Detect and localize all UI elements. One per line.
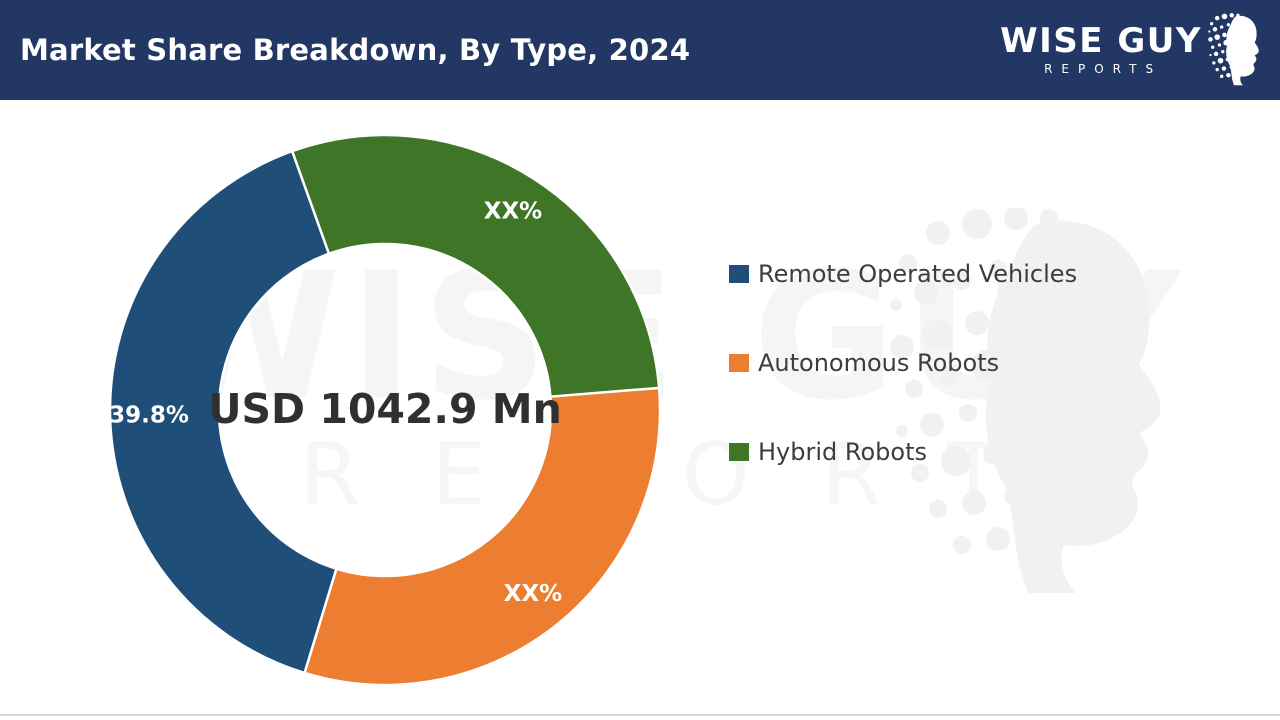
logo-subtitle-text: REPORTS	[1044, 62, 1163, 76]
legend-item: Hybrid Robots	[729, 438, 1077, 466]
slice-label-2: XX%	[504, 581, 563, 607]
chart-center-value: USD 1042.9 Mn	[208, 385, 562, 433]
slice-label-1: XX%	[484, 199, 543, 225]
legend-swatch-green	[729, 443, 749, 461]
header-bar: Market Share Breakdown, By Type, 2024 WI…	[0, 0, 1280, 100]
legend-label: Remote Operated Vehicles	[758, 260, 1078, 288]
chart-legend: Remote Operated Vehicles Autonomous Robo…	[729, 260, 1077, 527]
legend-label: Hybrid Robots	[758, 438, 927, 466]
logo-wordmark: WISE GUY REPORTS	[1000, 24, 1202, 76]
legend-swatch-orange	[729, 354, 749, 372]
donut-slice-0	[108, 149, 338, 675]
donut-slice-1	[290, 133, 661, 398]
page-title: Market Share Breakdown, By Type, 2024	[20, 33, 691, 67]
legend-item: Autonomous Robots	[729, 349, 1077, 377]
donut-slice-2	[303, 386, 662, 687]
slice-label-0: 39.8%	[109, 403, 189, 429]
brand-logo: WISE GUY REPORTS	[1000, 13, 1262, 87]
legend-swatch-blue	[729, 265, 749, 283]
logo-wordmark-text: WISE GUY	[1000, 21, 1202, 61]
bottom-divider	[0, 714, 1280, 716]
legend-item: Remote Operated Vehicles	[729, 260, 1077, 288]
legend-label: Autonomous Robots	[758, 349, 1000, 377]
